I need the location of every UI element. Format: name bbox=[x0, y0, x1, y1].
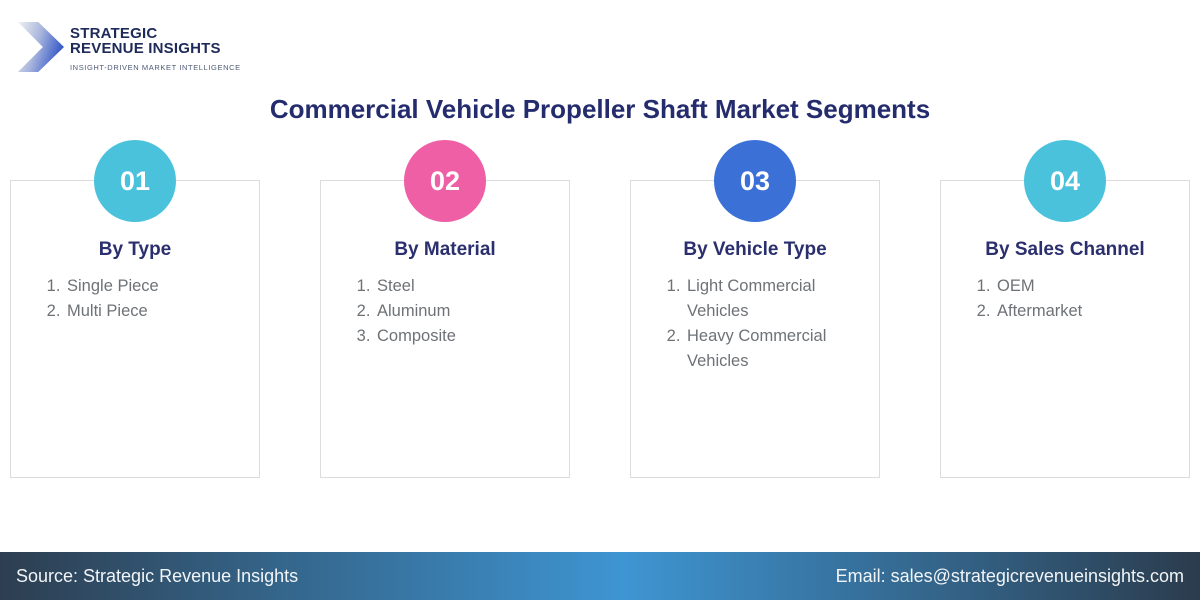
chevron-right-icon bbox=[18, 22, 64, 72]
segment-cards-row: 01 By Type Single Piece Multi Piece 02 B… bbox=[10, 140, 1190, 478]
segment-card-by-sales-channel: 04 By Sales Channel OEM Aftermarket bbox=[940, 140, 1190, 478]
segment-number-badge: 03 bbox=[714, 140, 796, 222]
segment-card-by-vehicle-type: 03 By Vehicle Type Light Commercial Vehi… bbox=[630, 140, 880, 478]
segment-heading: By Type bbox=[98, 239, 172, 260]
list-item: Aftermarket bbox=[995, 299, 1171, 324]
list-item: OEM bbox=[995, 274, 1171, 299]
logo-name-line2: REVENUE INSIGHTS bbox=[70, 40, 221, 57]
list-item: Aluminum bbox=[375, 299, 551, 324]
segment-number-badge: 02 bbox=[404, 140, 486, 222]
segment-card-by-type: 01 By Type Single Piece Multi Piece bbox=[10, 140, 260, 478]
segment-list: Single Piece Multi Piece bbox=[29, 274, 241, 324]
list-item: Light Commercial Vehicles bbox=[685, 274, 861, 324]
segment-list: Light Commercial Vehicles Heavy Commerci… bbox=[649, 274, 861, 374]
logo-tagline: INSIGHT-DRIVEN MARKET INTELLIGENCE bbox=[70, 63, 241, 72]
source-text: Source: Strategic Revenue Insights bbox=[16, 565, 299, 586]
segment-heading: By Vehicle Type bbox=[683, 239, 827, 260]
list-item: Steel bbox=[375, 274, 551, 299]
footer-bar: Source: Strategic Revenue Insights Email… bbox=[0, 552, 1200, 600]
segment-list: Steel Aluminum Composite bbox=[339, 274, 551, 349]
list-item: Multi Piece bbox=[65, 299, 241, 324]
list-item: Single Piece bbox=[65, 274, 241, 299]
logo-name-line1: STRATEGIC bbox=[70, 25, 158, 42]
list-item: Heavy Commercial Vehicles bbox=[685, 324, 861, 374]
email-text: Email: sales@strategicrevenueinsights.co… bbox=[835, 565, 1184, 586]
page-title: Commercial Vehicle Propeller Shaft Marke… bbox=[269, 94, 931, 124]
segment-heading: By Sales Channel bbox=[985, 239, 1145, 260]
list-item: Composite bbox=[375, 324, 551, 349]
logo: STRATEGIC REVENUE INSIGHTS INSIGHT-DRIVE… bbox=[18, 20, 241, 72]
segment-number-badge: 01 bbox=[94, 140, 176, 222]
segment-card-by-material: 02 By Material Steel Aluminum Composite bbox=[320, 140, 570, 478]
segment-heading: By Material bbox=[394, 239, 496, 260]
logo-text: STRATEGIC REVENUE INSIGHTS INSIGHT-DRIVE… bbox=[70, 20, 241, 72]
segment-number-badge: 04 bbox=[1024, 140, 1106, 222]
segment-list: OEM Aftermarket bbox=[959, 274, 1171, 324]
